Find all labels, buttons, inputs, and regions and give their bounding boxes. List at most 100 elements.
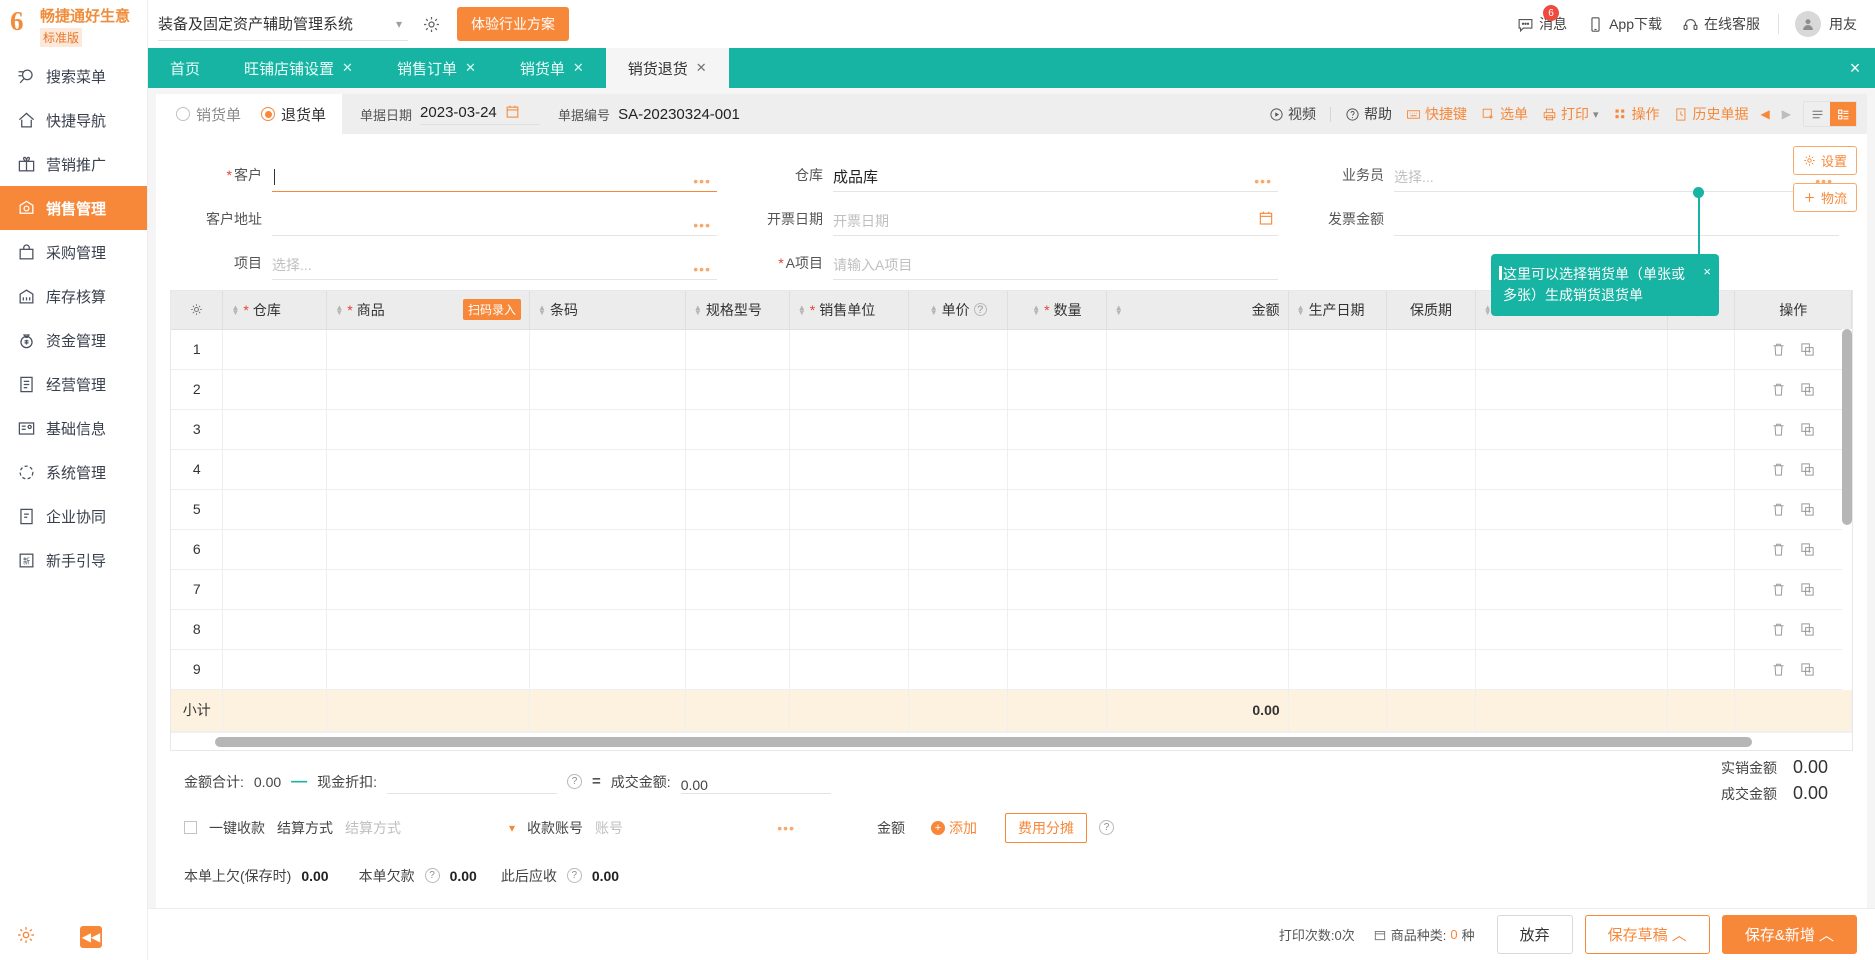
next-doc-button[interactable]: ▶ [1781,107,1791,121]
column-settings-header[interactable] [171,291,224,330]
cell-origin[interactable] [1475,569,1668,610]
cell-origin[interactable] [1475,489,1668,530]
cell-warehouse[interactable] [222,449,328,490]
sidebar-item-marketing[interactable]: 营销推广 [0,142,147,186]
cell-spec[interactable] [685,569,790,610]
tab-sales-return[interactable]: 销货退货 ✕ [605,48,729,88]
question-circle-icon[interactable]: ? [1099,820,1114,835]
video-button[interactable]: 视频 [1269,104,1316,124]
avatar[interactable] [1795,11,1821,37]
cell-origin[interactable] [1475,649,1668,690]
cell-barcode[interactable] [529,609,686,650]
sort-icon[interactable]: ▲▼ [335,302,344,317]
cell-quantity[interactable] [1007,489,1107,530]
cell-unit-price[interactable] [908,609,1009,650]
cell-spec[interactable] [685,489,790,530]
cell-zero[interactable] [1667,569,1736,610]
cell-barcode[interactable] [529,369,686,410]
cell-shelf-life[interactable] [1386,529,1476,570]
cell-barcode[interactable] [529,529,686,570]
sidebar-item-sales[interactable]: 销售管理 [0,186,147,230]
sidebar-item-operations[interactable]: 经营管理 [0,362,147,406]
cell-unit-price[interactable] [908,409,1009,450]
doc-date-field[interactable]: 单据日期 2023-03-24 [360,104,541,125]
cell-zero[interactable] [1667,329,1736,370]
cell-shelf-life[interactable] [1386,369,1476,410]
radio-sales-invoice[interactable]: 销货单 [176,104,241,125]
cell-production-date[interactable] [1288,529,1388,570]
cell-product[interactable] [326,569,531,610]
scrollbar-thumb[interactable] [1842,329,1852,525]
a-project-input[interactable]: 请输入A项目 [833,250,1278,280]
column-barcode[interactable]: ▲ ▼ 条码 [529,291,686,330]
cell-origin[interactable] [1475,369,1668,410]
cell-zero[interactable] [1667,489,1736,530]
table-row[interactable]: 7 [171,569,1852,610]
cell-product[interactable] [326,489,531,530]
gear-icon[interactable] [16,925,36,949]
cell-sales-unit[interactable] [789,449,910,490]
table-row[interactable]: 5 [171,489,1852,530]
cell-sales-unit[interactable] [789,409,910,450]
cell-sales-unit[interactable] [789,609,910,650]
cell-origin[interactable] [1475,409,1668,450]
cell-barcode[interactable] [529,409,686,450]
card-view-button[interactable] [1830,102,1856,126]
question-circle-icon[interactable]: ? [567,774,583,789]
cell-amount[interactable] [1106,569,1289,610]
cell-zero[interactable] [1667,649,1736,690]
cell-product[interactable] [326,409,531,450]
calendar-icon[interactable] [505,104,520,122]
column-warehouse[interactable]: ▲ ▼ * 仓库 [222,291,328,330]
column-spec[interactable]: ▲ ▼ 规格型号 [685,291,790,330]
cell-unit-price[interactable] [908,489,1009,530]
cell-warehouse[interactable] [222,369,328,410]
cell-production-date[interactable] [1288,609,1388,650]
cell-amount[interactable] [1106,489,1289,530]
cell-unit-price[interactable] [908,369,1009,410]
cell-warehouse[interactable] [222,489,328,530]
cell-sales-unit[interactable] [789,369,910,410]
more-options-icon[interactable]: ••• [693,217,711,233]
cell-production-date[interactable] [1288,649,1388,690]
cell-quantity[interactable] [1007,449,1107,490]
cell-product[interactable] [326,649,531,690]
horizontal-scrollbar[interactable] [171,731,1852,750]
sidebar-item-system[interactable]: 系统管理 [0,450,147,494]
cell-warehouse[interactable] [222,609,328,650]
cell-quantity[interactable] [1007,369,1107,410]
cell-product[interactable] [326,609,531,650]
cell-quantity[interactable] [1007,409,1107,450]
cell-barcode[interactable] [529,449,686,490]
cell-unit-price[interactable] [908,569,1009,610]
help-button[interactable]: 帮助 [1345,104,1392,124]
sort-icon[interactable]: ▲▼ [1114,302,1123,317]
settle-method-select[interactable]: 结算方式 ▾ [345,818,515,838]
save-and-new-button[interactable]: 保存&新增 ︿ [1721,915,1857,954]
salesman-input[interactable]: 选择... ••• [1394,162,1839,192]
receive-account-select[interactable]: 账号 ••• [595,818,795,838]
invoice-date-input[interactable]: 开票日期 [833,206,1278,236]
operate-button[interactable]: 操作 [1613,104,1660,124]
cell-product[interactable] [326,329,531,370]
cell-amount[interactable] [1106,649,1289,690]
cell-amount[interactable] [1106,329,1289,370]
sidebar-item-collaboration[interactable]: 企业协同 [0,494,147,538]
tab-sales-order[interactable]: 销售订单 ✕ [375,48,498,88]
column-shelf-life[interactable]: 保质期 [1386,291,1476,330]
cell-sales-unit[interactable] [789,489,910,530]
question-circle-icon[interactable]: ? [973,303,987,317]
cell-unit-price[interactable] [908,329,1009,370]
cell-barcode[interactable] [529,489,686,530]
sort-icon[interactable]: ▲▼ [231,302,240,317]
cell-spec[interactable] [685,409,790,450]
table-row[interactable]: 6 [171,529,1852,570]
cell-spec[interactable] [685,649,790,690]
question-circle-icon[interactable]: ? [424,868,440,883]
cell-zero[interactable] [1667,449,1736,490]
sort-icon[interactable]: ▲▼ [797,302,806,317]
prev-doc-button[interactable]: ◀ [1760,107,1770,121]
cell-quantity[interactable] [1007,329,1107,370]
close-icon[interactable]: ✕ [464,60,476,75]
cell-product[interactable] [326,449,531,490]
